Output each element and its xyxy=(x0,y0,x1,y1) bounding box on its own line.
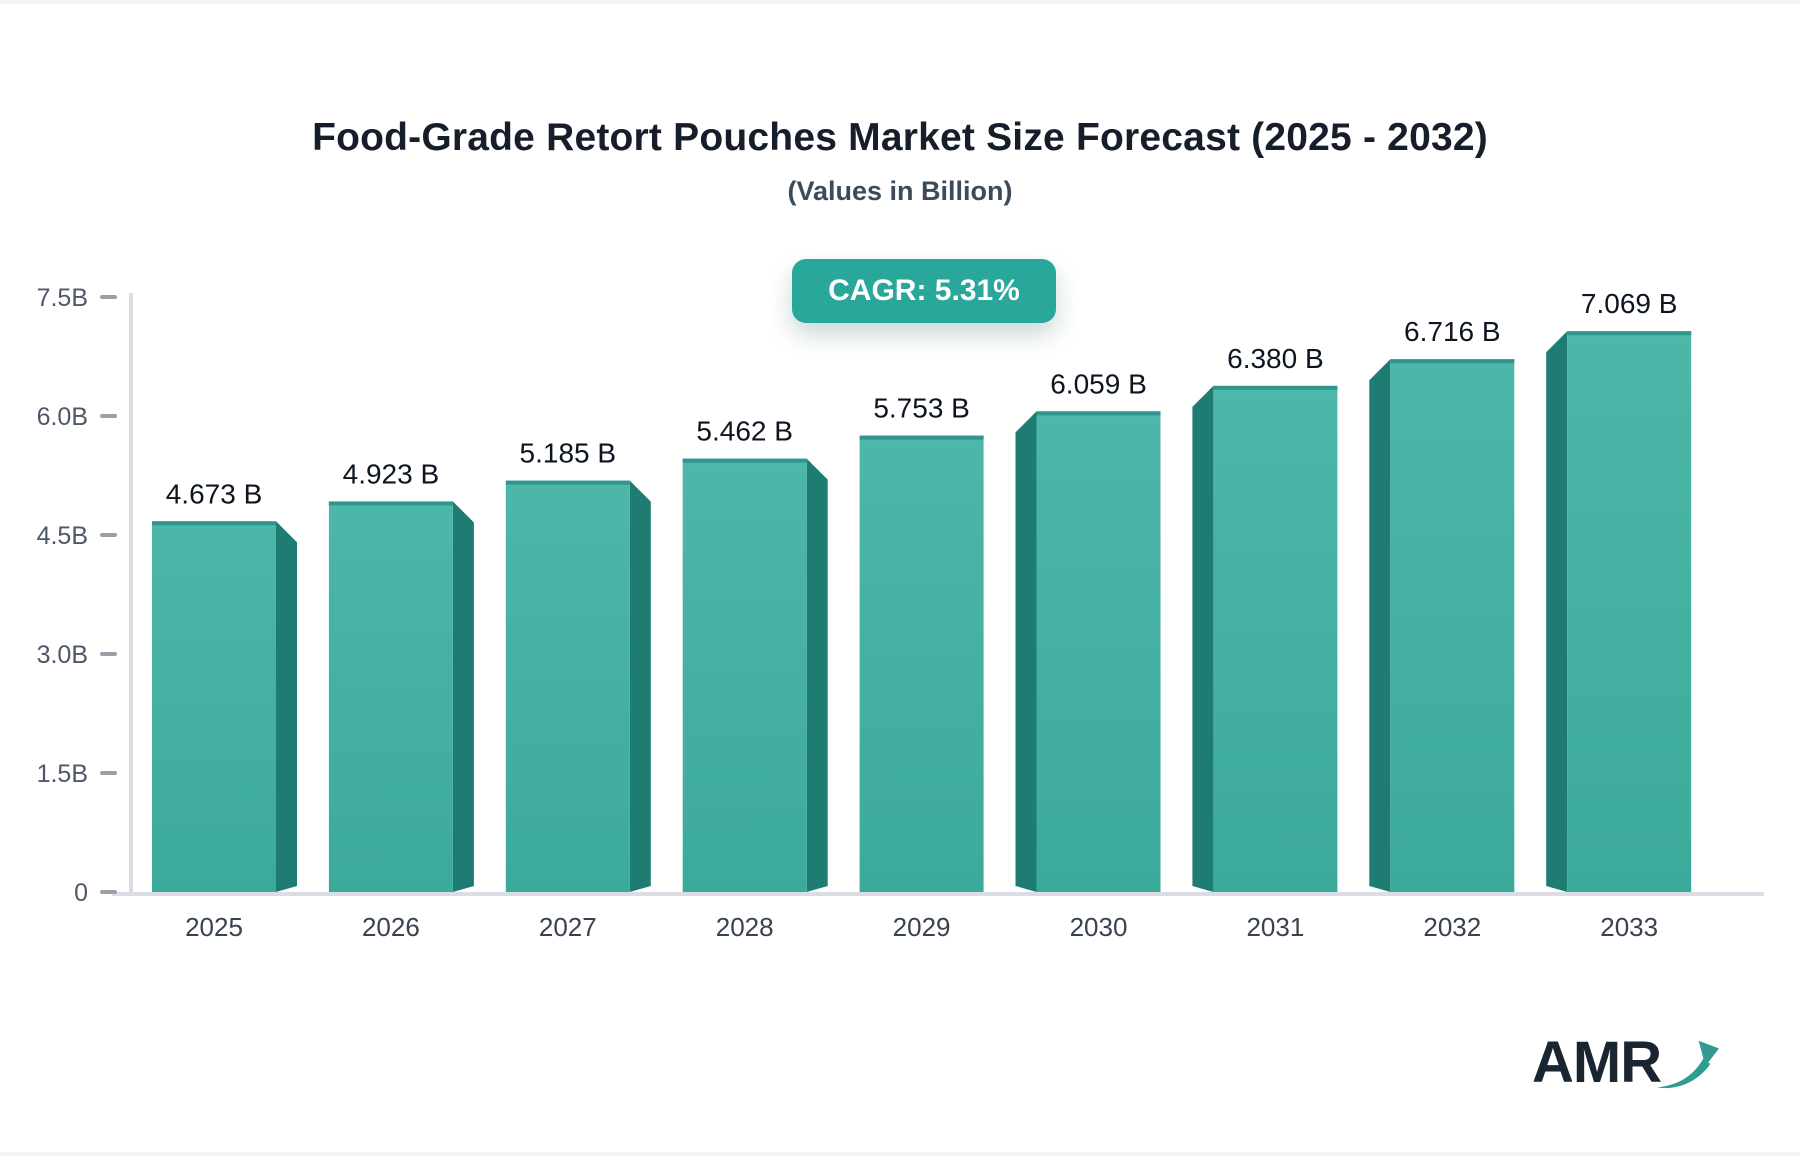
y-axis-tick-mark xyxy=(100,295,117,299)
page-title: Food-Grade Retort Pouches Market Size Fo… xyxy=(312,116,1488,159)
bar-2026-side xyxy=(452,501,474,892)
bar-2029-face xyxy=(859,435,984,892)
bar-2030-face xyxy=(1036,411,1161,892)
growth-arrow-icon xyxy=(1657,1040,1720,1089)
chart-subtitle: (Values in Billion) xyxy=(787,176,1013,206)
y-axis-line xyxy=(129,293,133,892)
cagr-badge-label: CAGR: 5.31% xyxy=(828,274,1020,307)
y-axis-tick-label: 4.5B xyxy=(37,522,88,550)
bar-2027-side xyxy=(629,480,651,892)
bar-2029-top-cap xyxy=(859,435,984,440)
y-axis-tick-mark xyxy=(100,771,117,775)
bar-value-label-2029: 5.753 B xyxy=(873,393,970,424)
bar-value-label-2028: 5.462 B xyxy=(696,416,793,447)
x-axis-label-2026: 2026 xyxy=(362,912,420,942)
bar-value-label-2027: 5.185 B xyxy=(520,438,617,469)
x-axis-label-2029: 2029 xyxy=(893,912,951,942)
x-axis-label-2027: 2027 xyxy=(539,912,597,942)
bar-2028-top-cap xyxy=(682,458,807,463)
bar-2026-top-cap xyxy=(328,501,453,506)
x-axis-label-2031: 2031 xyxy=(1246,912,1304,942)
bar-2025-face xyxy=(152,521,276,892)
bar-value-label-2031: 6.380 B xyxy=(1227,343,1324,374)
bar-2028-side xyxy=(806,458,828,892)
bar-2025-side xyxy=(276,521,297,892)
bar-2031-top-cap xyxy=(1213,385,1338,390)
bar-2028-face xyxy=(682,458,807,892)
bar-value-label-2032: 6.716 B xyxy=(1404,316,1501,347)
x-axis-label-2033: 2033 xyxy=(1600,912,1658,942)
amr-logo-text: AMR xyxy=(1532,1030,1662,1095)
bar-2032-top-cap xyxy=(1390,359,1515,364)
y-axis-tick-mark xyxy=(100,533,117,537)
y-axis-tick-label: 0 xyxy=(74,879,88,907)
x-axis-label-2025: 2025 xyxy=(185,912,243,942)
y-axis-tick-mark xyxy=(100,890,117,894)
bar-2027-face xyxy=(505,480,630,892)
bar-2033-face xyxy=(1567,331,1692,893)
bar-2031-side xyxy=(1192,385,1214,892)
y-axis-tick-label: 3.0B xyxy=(37,641,88,669)
bar-value-label-2025: 4.673 B xyxy=(166,478,263,509)
bar-2030-side xyxy=(1015,411,1037,892)
bar-value-label-2030: 6.059 B xyxy=(1050,368,1147,399)
bar-2026-face xyxy=(328,501,453,892)
bar-value-label-2026: 4.923 B xyxy=(343,458,440,489)
bar-2032-side xyxy=(1369,359,1391,892)
y-axis-tick-label: 6.0B xyxy=(37,403,88,431)
x-axis-label-2028: 2028 xyxy=(716,912,774,942)
y-axis-tick-mark xyxy=(100,652,117,656)
bar-chart-canvas: 0 1.5B 3.0B 4.5B 6.0B 7.5B 4.673 B 2025 4.923 B 2… xyxy=(37,284,1764,942)
bar-2032-face xyxy=(1390,359,1515,892)
y-axis-tick-mark xyxy=(100,414,117,418)
bar-2030-top-cap xyxy=(1036,411,1161,416)
bar-2025-top-cap xyxy=(152,521,276,526)
amr-logo: AMR xyxy=(1532,1030,1720,1095)
cagr-badge: CAGR: 5.31% xyxy=(792,259,1056,323)
x-axis-label-2030: 2030 xyxy=(1070,912,1128,942)
bar-2027-top-cap xyxy=(505,480,630,485)
bar-2033-side xyxy=(1546,331,1568,893)
y-axis-tick-label: 7.5B xyxy=(37,284,88,312)
y-axis-tick-label: 1.5B xyxy=(37,760,88,788)
x-axis-line xyxy=(112,892,1764,896)
bar-2031-face xyxy=(1213,385,1338,892)
x-axis-label-2032: 2032 xyxy=(1423,912,1481,942)
bar-value-label-2033: 7.069 B xyxy=(1581,288,1678,319)
bar-2033-top-cap xyxy=(1567,331,1692,336)
